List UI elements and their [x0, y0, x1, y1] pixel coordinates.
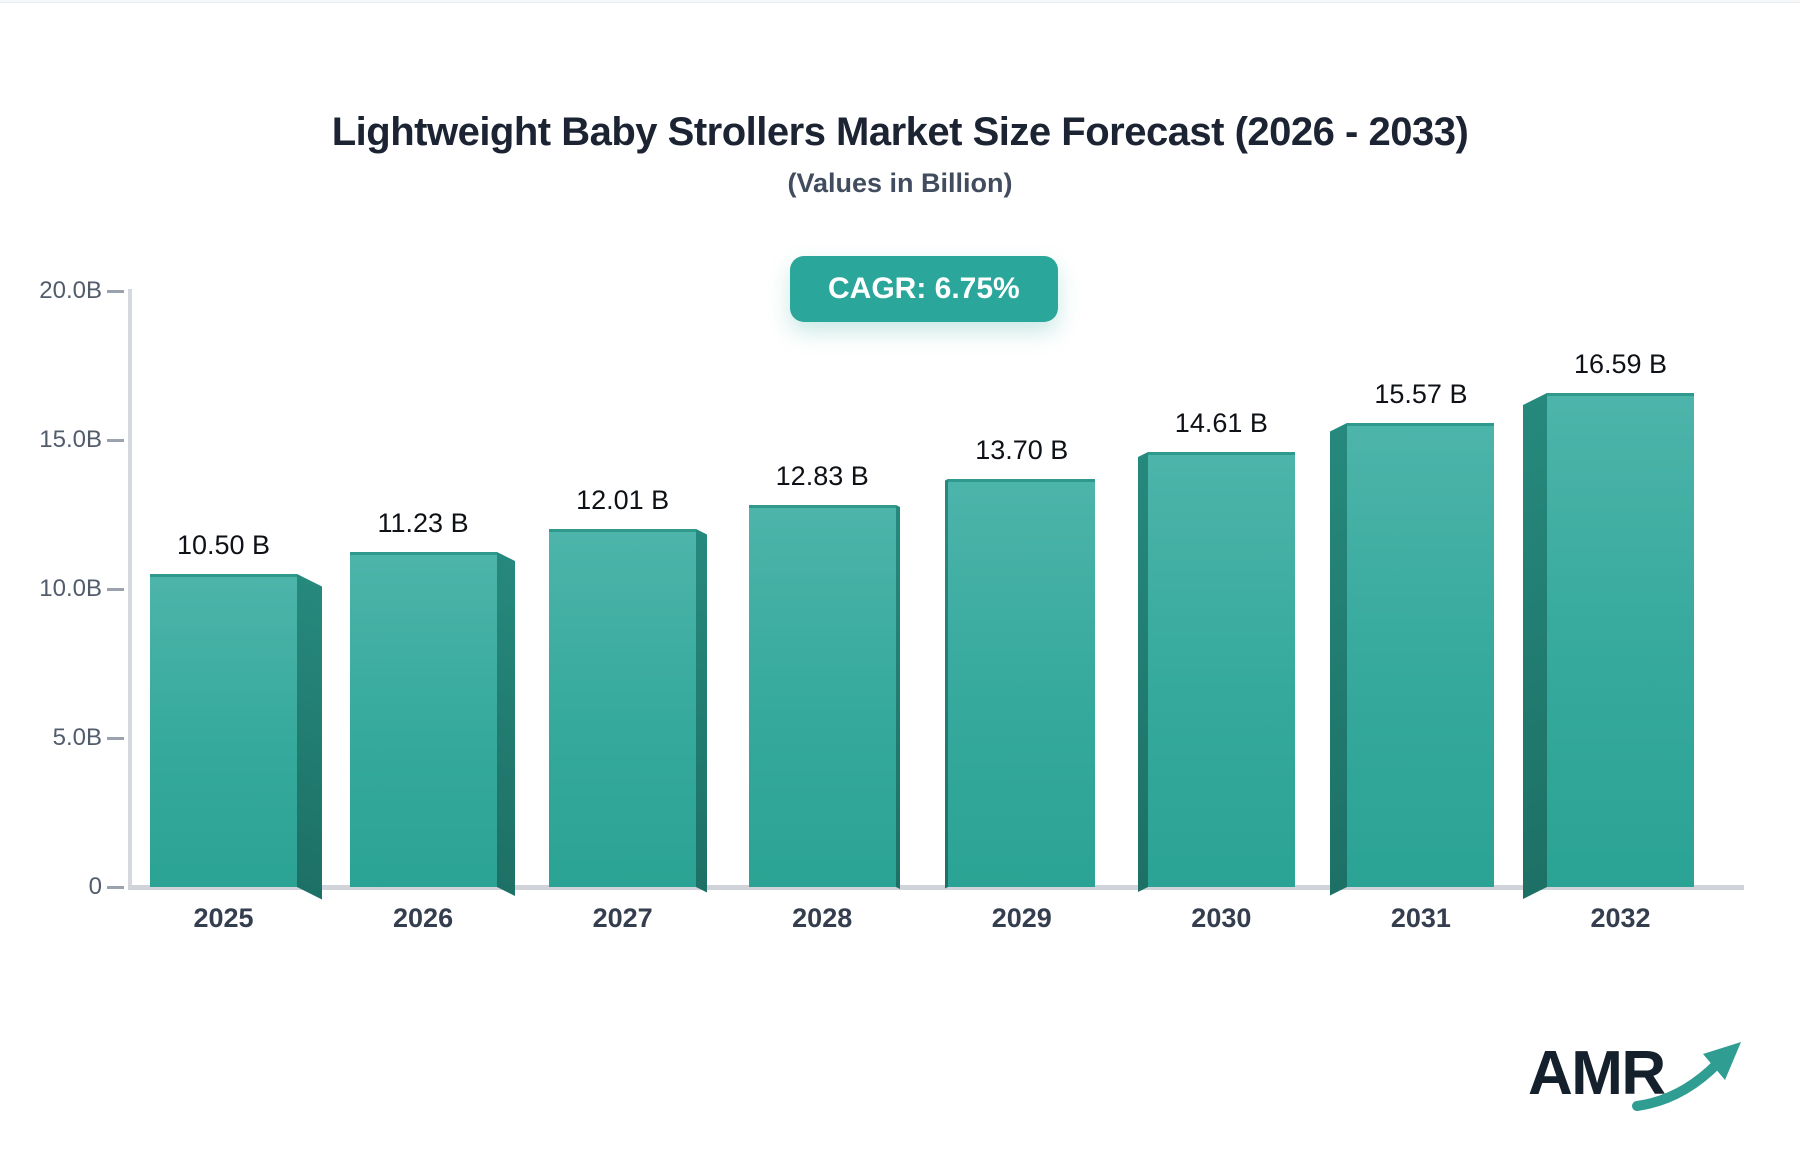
- bar: [549, 529, 708, 893]
- bar-side-face: [1137, 451, 1148, 892]
- y-tick-dash: [107, 587, 124, 591]
- page-top-divider: [0, 0, 1800, 3]
- bar: [1330, 423, 1495, 896]
- y-tick-dash: [107, 289, 124, 293]
- bar: [1137, 451, 1295, 892]
- bar-value-label: 14.61 B: [1174, 407, 1268, 438]
- bar-front-face: [549, 529, 697, 887]
- bar-side-face: [297, 574, 322, 900]
- chart-subtitle: (Values in Billion): [787, 168, 1013, 198]
- bar-value-label: 12.83 B: [775, 460, 869, 491]
- x-axis-line: [128, 885, 1744, 890]
- bar-side-face: [1523, 392, 1547, 899]
- bar: [150, 574, 322, 900]
- bar-side-face: [496, 552, 515, 896]
- x-axis-label: 2026: [393, 903, 454, 933]
- y-tick-label: 0: [88, 873, 102, 900]
- y-tick-dash: [107, 736, 124, 740]
- bar-front-face: [1147, 451, 1295, 887]
- bar: [748, 504, 900, 889]
- x-axis-label: 2025: [193, 903, 254, 933]
- bar: [945, 478, 1096, 889]
- bar-value-label: 11.23 B: [377, 508, 469, 539]
- chart-title: Lightweight Baby Strollers Market Size F…: [331, 110, 1469, 154]
- x-axis-label: 2028: [792, 903, 853, 933]
- y-tick-label: 15.0B: [39, 426, 102, 453]
- growth-arrow-icon: [1632, 1042, 1741, 1111]
- bar-value-label: 16.59 B: [1573, 348, 1668, 379]
- y-tick-dash: [107, 438, 124, 442]
- bar-side-face: [1330, 423, 1348, 896]
- y-axis-line: [128, 289, 132, 889]
- bar: [349, 552, 515, 896]
- bar-side-face: [895, 504, 900, 889]
- amr-logo: AMR: [1528, 1030, 1741, 1120]
- cagr-badge: CAGR: 6.75%: [790, 256, 1058, 322]
- bar-front-face: [150, 574, 297, 887]
- bar-value-label: 12.01 B: [576, 485, 670, 516]
- y-tick-dash: [107, 885, 124, 889]
- x-axis-label: 2029: [991, 903, 1052, 933]
- bar-value-label: 15.57 B: [1374, 379, 1468, 409]
- y-tick-label: 10.0B: [39, 575, 102, 602]
- bar-front-face: [1347, 423, 1495, 887]
- bar-side-face: [696, 529, 708, 893]
- bar-front-face: [349, 552, 497, 887]
- x-axis-label: 2032: [1590, 903, 1651, 933]
- y-tick-label: 5.0B: [52, 724, 102, 751]
- amr-logo-text: AMR: [1528, 1039, 1666, 1108]
- bar-front-face: [1547, 392, 1694, 887]
- x-axis-label: 2031: [1390, 903, 1451, 933]
- x-axis-label: 2027: [592, 903, 653, 933]
- y-tick-label: 20.0B: [39, 277, 102, 304]
- bar-front-face: [948, 478, 1096, 887]
- bar-value-label: 10.50 B: [176, 530, 271, 561]
- x-axis-label: 2030: [1191, 903, 1252, 933]
- bar-value-label: 13.70 B: [975, 434, 1069, 465]
- bar: [1523, 392, 1694, 899]
- bar-front-face: [748, 504, 896, 887]
